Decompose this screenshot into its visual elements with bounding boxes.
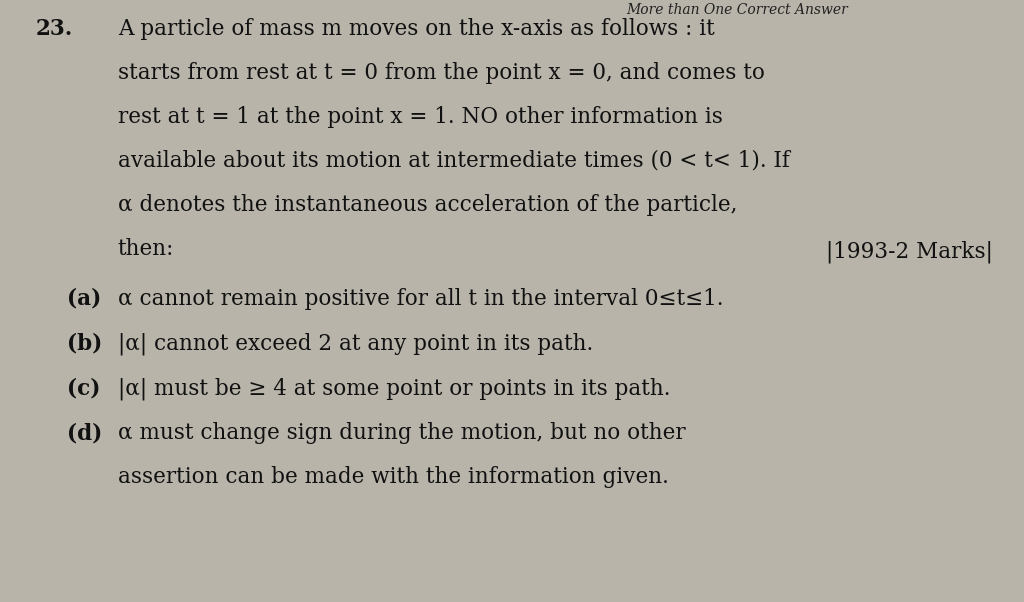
Text: (b): (b) bbox=[67, 332, 101, 355]
Text: |1993-2 Marks|: |1993-2 Marks| bbox=[826, 241, 993, 263]
Text: |α| must be ≥ 4 at some point or points in its path.: |α| must be ≥ 4 at some point or points … bbox=[118, 377, 671, 400]
Text: α cannot remain positive for all t in the interval 0≤t≤1.: α cannot remain positive for all t in th… bbox=[118, 288, 723, 310]
Text: A particle of mass m moves on the x-axis as follows : it: A particle of mass m moves on the x-axis… bbox=[118, 18, 715, 40]
Text: |α| cannot exceed 2 at any point in its path.: |α| cannot exceed 2 at any point in its … bbox=[118, 332, 593, 355]
Text: More than One Correct Answer: More than One Correct Answer bbox=[627, 3, 848, 17]
Text: assertion can be made with the information given.: assertion can be made with the informati… bbox=[118, 466, 669, 488]
Text: starts from rest at t = 0 from the point x = 0, and comes to: starts from rest at t = 0 from the point… bbox=[118, 62, 765, 84]
Text: α denotes the instantaneous acceleration of the particle,: α denotes the instantaneous acceleration… bbox=[118, 194, 737, 216]
Text: 23.: 23. bbox=[36, 18, 73, 40]
Text: (c): (c) bbox=[67, 377, 100, 399]
Text: (d): (d) bbox=[67, 422, 101, 444]
Text: rest at t = 1 at the point x = 1. NO other information is: rest at t = 1 at the point x = 1. NO oth… bbox=[118, 106, 723, 128]
Text: (a): (a) bbox=[67, 288, 100, 310]
Text: then:: then: bbox=[118, 238, 174, 260]
Text: α must change sign during the motion, but no other: α must change sign during the motion, bu… bbox=[118, 422, 685, 444]
Text: available about its motion at intermediate times (0 < t< 1). If: available about its motion at intermedia… bbox=[118, 150, 790, 172]
